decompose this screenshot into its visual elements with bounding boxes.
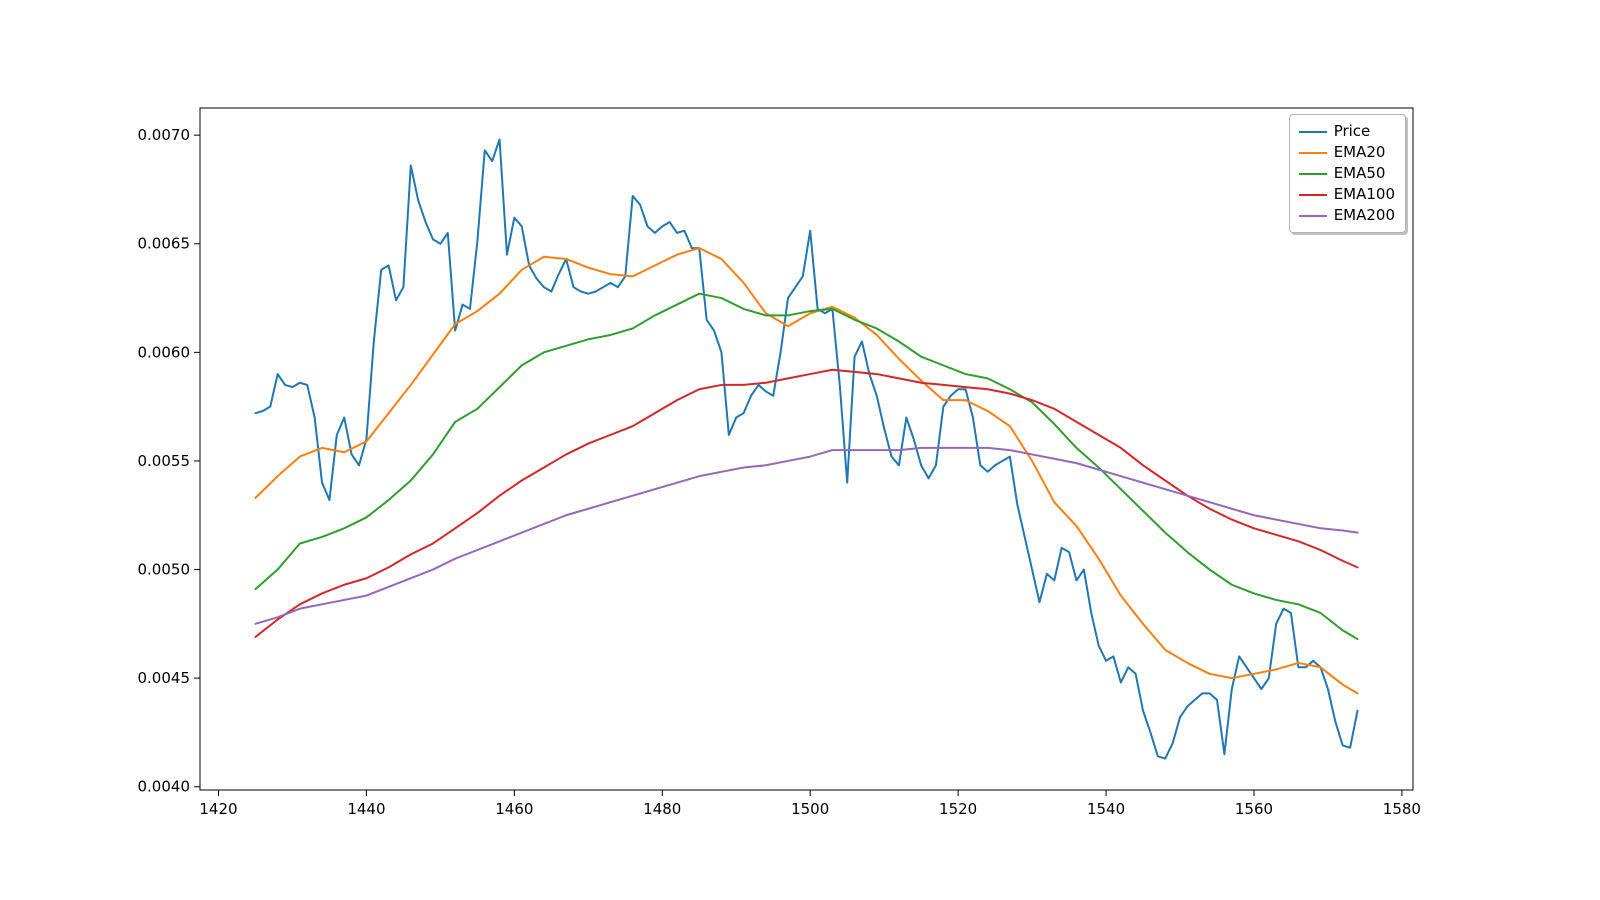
x-tick-label: 1460 (495, 800, 533, 818)
legend-line-swatch (1298, 214, 1327, 217)
legend-line-swatch (1298, 193, 1327, 196)
x-tick-label: 1440 (347, 800, 385, 818)
x-tick-label: 1500 (791, 800, 829, 818)
series-line-price (254, 138, 1359, 760)
legend-item-ema20: EMA20 (1298, 142, 1395, 163)
y-tick-label: 0.0055 (138, 452, 191, 470)
legend-label: EMA50 (1333, 164, 1386, 182)
x-tick-label: 1480 (643, 800, 681, 818)
legend-item-ema50: EMA50 (1298, 163, 1395, 184)
legend: Price EMA20 EMA50 EMA100 EMA200 (1288, 114, 1406, 233)
legend-label: EMA100 (1333, 185, 1395, 203)
series-line-ema200 (254, 446, 1359, 625)
legend-item-ema200: EMA200 (1298, 205, 1395, 226)
y-tick-label: 0.0045 (138, 669, 191, 687)
series-line-ema100 (254, 368, 1359, 638)
legend-item-price: Price (1298, 121, 1395, 142)
legend-item-ema100: EMA100 (1298, 184, 1395, 205)
legend-line-swatch (1298, 130, 1327, 133)
y-tick-label: 0.0070 (138, 126, 191, 144)
series-line-ema50 (254, 292, 1359, 641)
legend-label: Price (1333, 122, 1371, 140)
legend-label: EMA20 (1333, 143, 1386, 161)
x-tick-label: 1560 (1235, 800, 1273, 818)
x-tick-label: 1520 (939, 800, 977, 818)
y-tick-label: 0.0040 (138, 778, 191, 796)
x-tick-label: 1540 (1087, 800, 1125, 818)
y-tick-label: 0.0060 (138, 343, 191, 361)
legend-label: EMA200 (1333, 206, 1395, 224)
legend-line-swatch (1298, 151, 1327, 154)
x-tick-label: 1580 (1383, 800, 1421, 818)
axes-spines (199, 107, 1414, 791)
y-tick-label: 0.0050 (138, 561, 191, 579)
y-tick-label: 0.0065 (138, 235, 191, 253)
legend-line-swatch (1298, 172, 1327, 175)
x-tick-label: 1420 (199, 800, 237, 818)
series-line-ema20 (254, 247, 1359, 695)
